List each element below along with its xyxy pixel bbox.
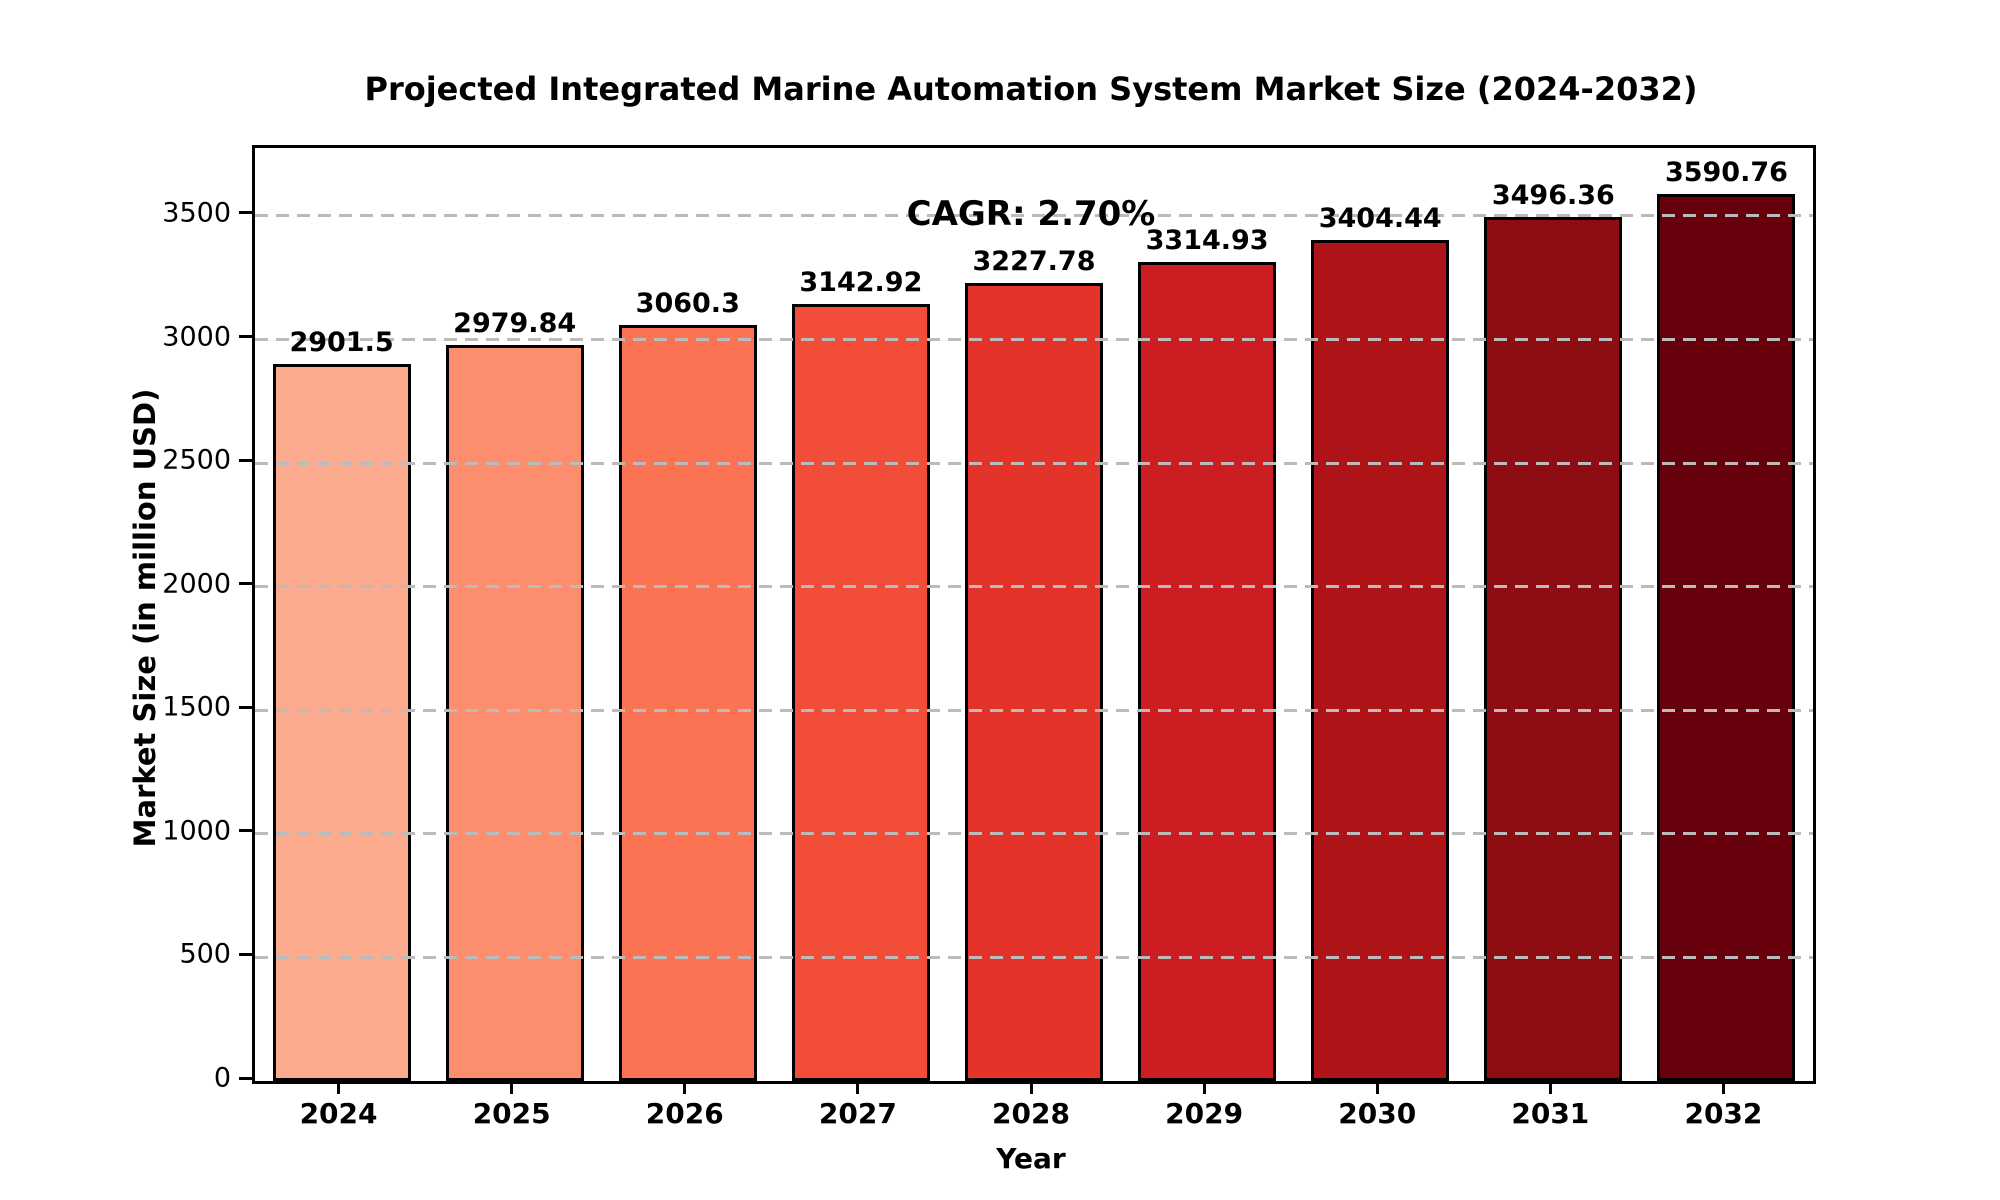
bar-2032 (1657, 193, 1796, 1081)
bar-value-label-2030: 3404.44 (1318, 202, 1442, 234)
x-tick-mark-2032 (1721, 1081, 1725, 1094)
cagr-annotation: CAGR: 2.70% (906, 194, 1156, 234)
bar-2031 (1484, 216, 1623, 1081)
y-tick-mark-1500 (239, 705, 252, 709)
bar-value-label-2024: 2901.5 (289, 326, 394, 358)
bar-value-label-2028: 3227.78 (972, 246, 1096, 278)
plot-area: 2901.5 2979.84 3060.3 3142.92 3227.78 3314.93… (252, 145, 1816, 1084)
y-tick-label-500: 500 (179, 938, 231, 970)
bar-2026 (618, 324, 757, 1081)
x-tick-mark-2024 (337, 1081, 341, 1094)
bar-value-label-2025: 2979.84 (453, 307, 577, 339)
y-tick-mark-1000 (239, 829, 252, 833)
y-tick-mark-2000 (239, 582, 252, 586)
bar-2029 (1138, 261, 1277, 1081)
x-tick-mark-2026 (683, 1081, 687, 1094)
bar-value-label-2031: 3496.36 (1491, 179, 1615, 211)
y-tick-mark-500 (239, 952, 252, 956)
gridline-1500 (255, 708, 1813, 712)
x-tick-label-2032: 2032 (1684, 1097, 1763, 1130)
x-tick-mark-2025 (510, 1081, 514, 1094)
y-tick-label-0: 0 (213, 1062, 231, 1094)
x-tick-label-2024: 2024 (299, 1097, 378, 1130)
x-tick-label-2028: 2028 (992, 1097, 1070, 1130)
bar-value-label-2026: 3060.3 (635, 287, 740, 319)
bar-value-label-2027: 3142.92 (799, 267, 923, 299)
y-tick-mark-3000 (239, 335, 252, 339)
bar-2024 (272, 363, 411, 1081)
x-tick-label-2029: 2029 (1165, 1097, 1244, 1130)
y-tick-label-2500: 2500 (162, 444, 231, 476)
x-axis-title: Year (996, 1142, 1066, 1175)
y-tick-label-1500: 1500 (162, 691, 231, 723)
x-tick-label-2026: 2026 (645, 1097, 724, 1130)
x-tick-label-2027: 2027 (818, 1097, 897, 1130)
chart-title: Projected Integrated Marine Automation S… (364, 70, 1698, 108)
x-tick-mark-2031 (1548, 1081, 1552, 1094)
x-tick-mark-2027 (856, 1081, 860, 1094)
y-tick-mark-0 (239, 1076, 252, 1080)
bar-2030 (1311, 239, 1450, 1081)
x-tick-label-2030: 2030 (1338, 1097, 1417, 1130)
gridline-3500 (255, 214, 1813, 218)
gridline-3000 (255, 338, 1813, 342)
y-tick-label-1000: 1000 (162, 815, 231, 847)
gridline-1000 (255, 832, 1813, 836)
gridline-500 (255, 955, 1813, 959)
x-tick-label-2031: 2031 (1511, 1097, 1590, 1130)
bar-value-label-2032: 3590.76 (1664, 156, 1788, 188)
x-tick-mark-2030 (1375, 1081, 1379, 1094)
x-tick-mark-2029 (1202, 1081, 1206, 1094)
y-tick-label-3500: 3500 (162, 197, 231, 229)
gridline-2500 (255, 461, 1813, 465)
bar-2025 (445, 344, 584, 1081)
y-tick-label-3000: 3000 (162, 321, 231, 353)
y-tick-label-2000: 2000 (162, 568, 231, 600)
x-tick-mark-2028 (1029, 1081, 1033, 1094)
bar-2028 (965, 283, 1103, 1081)
bar-2027 (791, 304, 930, 1081)
y-tick-mark-3500 (239, 211, 252, 215)
x-tick-label-2025: 2025 (472, 1097, 551, 1130)
gridline-2000 (255, 585, 1813, 589)
bar-value-label-2029: 3314.93 (1145, 224, 1269, 256)
y-tick-mark-2500 (239, 458, 252, 462)
